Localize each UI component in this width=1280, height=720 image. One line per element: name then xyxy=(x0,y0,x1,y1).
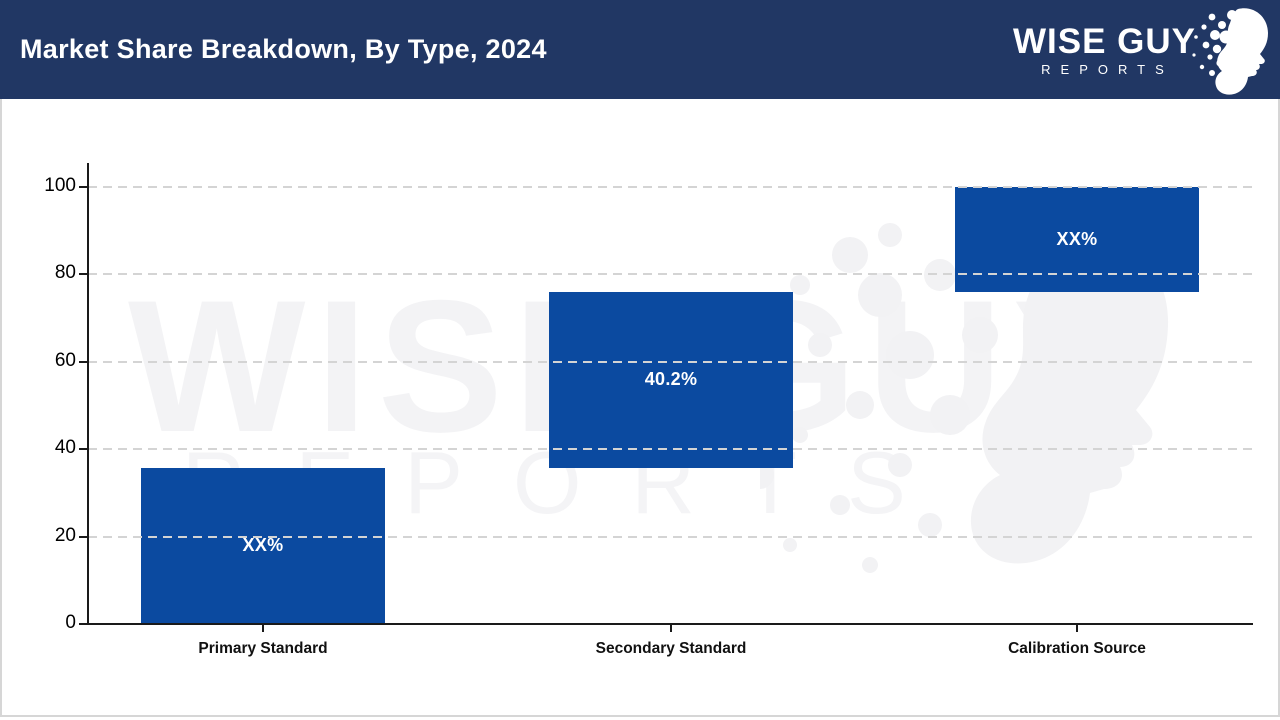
x-axis-tick xyxy=(670,625,672,632)
waterfall-bar-2: 40.2% xyxy=(549,291,793,468)
y-axis-tick xyxy=(79,623,87,625)
y-tick-label: 40 xyxy=(54,437,76,459)
gridline-y80 xyxy=(88,273,1253,276)
gridline-y100 xyxy=(88,186,1253,188)
frame-right-border xyxy=(1278,99,1280,717)
frame-left-border xyxy=(0,99,2,717)
x-axis-tick xyxy=(262,625,264,632)
x-axis-line xyxy=(87,623,1253,625)
frame-bottom-border xyxy=(0,715,1280,717)
y-tick-label: 20 xyxy=(54,524,76,546)
gridline-y40 xyxy=(88,448,1253,451)
y-axis-line xyxy=(87,163,89,624)
x-axis-tick xyxy=(1076,625,1078,632)
waterfall-bar-1: XX% xyxy=(141,467,385,624)
bar-value-label: XX% xyxy=(242,535,284,556)
y-axis-tick xyxy=(79,535,87,538)
y-tick-label: 100 xyxy=(44,175,76,196)
plot-area: 0 20 40 60 80 100 XX% Primary Standard 40.2% Seco… xyxy=(0,99,1280,720)
x-category-label: Primary Standard xyxy=(198,640,328,657)
y-axis-tick xyxy=(79,273,87,276)
chart-title: Market Share Breakdown, By Type, 2024 xyxy=(20,34,547,64)
y-axis-tick xyxy=(79,186,87,188)
y-tick-label: 80 xyxy=(54,262,76,284)
y-axis-tick xyxy=(79,448,87,451)
watermark-face-icon xyxy=(760,223,1169,573)
bar-value-label: 40.2% xyxy=(644,369,698,390)
waterfall-bar-3: XX% xyxy=(955,187,1199,292)
gridline-y20 xyxy=(88,535,1253,538)
logo-text: WISE GUY REPORTS xyxy=(1012,22,1196,78)
header-bar: Market Share Breakdown, By Type, 2024 WI… xyxy=(0,0,1280,99)
y-axis-tick xyxy=(79,360,87,363)
logo-subtitle: REPORTS xyxy=(1041,62,1174,77)
y-tick-label: 60 xyxy=(54,349,76,371)
logo-face-icon xyxy=(1192,8,1268,95)
bar-value-label: XX% xyxy=(1056,228,1098,249)
logo-wordmark: WISE GUY xyxy=(1012,22,1196,61)
gridline-y60 xyxy=(88,360,1253,363)
x-category-label: Calibration Source xyxy=(1008,640,1146,657)
wise-guy-logo: WISE GUY REPORTS xyxy=(1013,4,1274,96)
y-tick-label: 0 xyxy=(65,612,76,633)
x-category-label: Secondary Standard xyxy=(595,640,747,657)
